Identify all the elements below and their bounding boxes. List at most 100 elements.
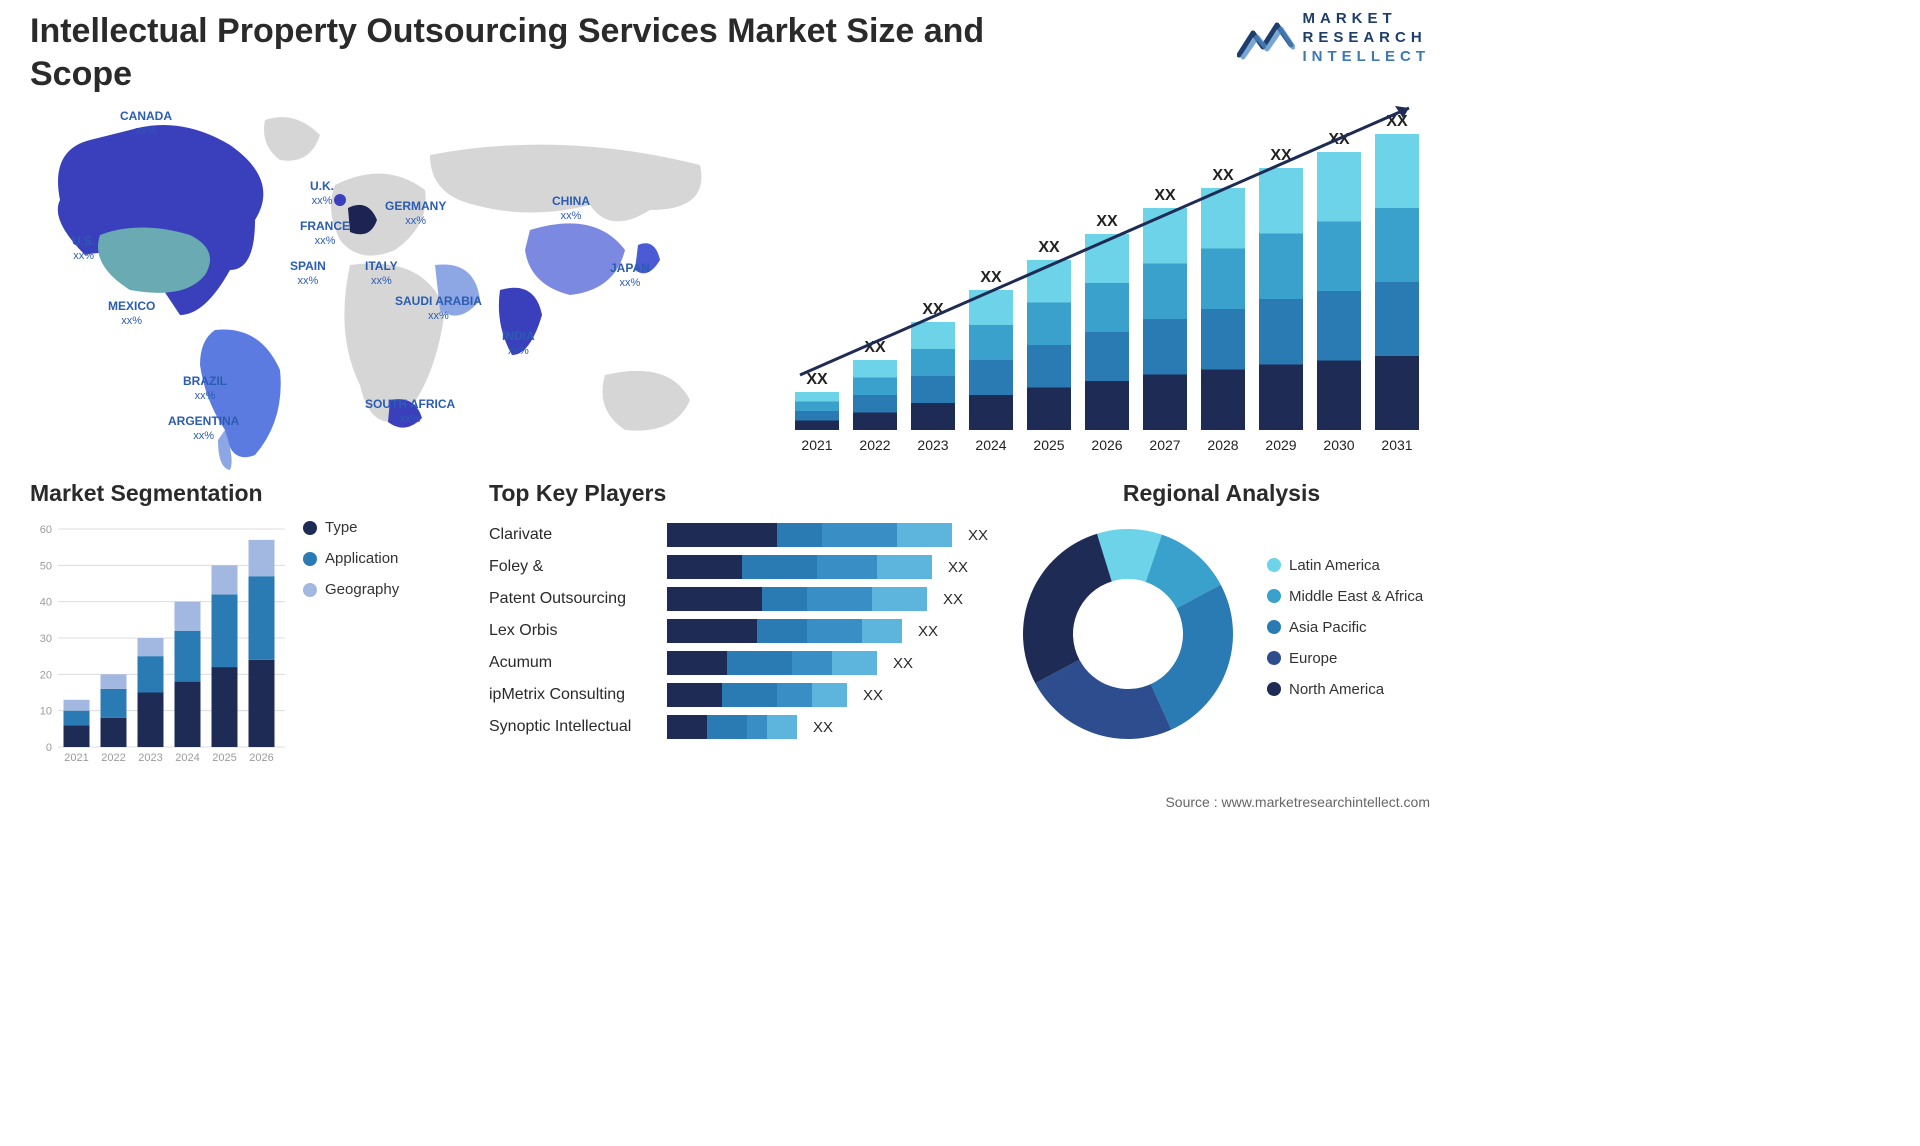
map-label-mexico: MEXICOxx% [108, 300, 155, 328]
header: Intellectual Property Outsourcing Servic… [30, 10, 1430, 95]
player-row: Acumum XX [489, 647, 989, 679]
svg-text:2022: 2022 [859, 437, 890, 453]
svg-text:XX: XX [806, 371, 828, 388]
player-name: Synoptic Intellectual [489, 718, 659, 736]
player-value: XX [918, 623, 938, 640]
player-value: XX [893, 655, 913, 672]
segmentation-panel: Market Segmentation 0 10 20 30 40 50 60 2021 202… [30, 480, 465, 800]
svg-text:XX: XX [1096, 213, 1118, 230]
player-row: Clarivate XX [489, 519, 989, 551]
player-name: Acumum [489, 654, 659, 672]
svg-text:2021: 2021 [64, 752, 88, 764]
map-label-japan: JAPANxx% [610, 262, 650, 290]
player-row: Foley & XX [489, 551, 989, 583]
region-legend-item: Latin America [1267, 557, 1423, 574]
player-name: Lex Orbis [489, 622, 659, 640]
svg-text:60: 60 [40, 524, 52, 536]
svg-text:2025: 2025 [212, 752, 236, 764]
seg-legend-application: Application [303, 550, 399, 567]
map-label-brazil: BRAZILxx% [183, 375, 227, 403]
svg-text:2030: 2030 [1323, 437, 1354, 453]
svg-text:2027: 2027 [1149, 437, 1180, 453]
player-bar [667, 587, 927, 611]
donut-chart [1013, 519, 1243, 749]
region-legend-item: Middle East & Africa [1267, 588, 1423, 605]
svg-text:30: 30 [40, 633, 52, 645]
map-label-india: INDIAxx% [502, 330, 535, 358]
main-bar-chart: XX2021XX2022XX2023XX2024XX2025XX2026XX20… [790, 100, 1430, 470]
player-row: Synoptic IntellectualXX [489, 711, 989, 743]
svg-text:0: 0 [46, 742, 52, 754]
player-value: XX [968, 527, 988, 544]
player-value: XX [948, 559, 968, 576]
players-list: Clarivate XX Foley & XX Patent Outsourcing XX… [489, 519, 989, 743]
player-bar [667, 683, 847, 707]
map-label-canada: CANADAxx% [120, 110, 172, 138]
svg-text:2026: 2026 [1091, 437, 1122, 453]
map-label-u-k-: U.K.xx% [310, 180, 334, 208]
svg-text:20: 20 [40, 669, 52, 681]
map-label-france: FRANCExx% [300, 220, 350, 248]
player-name: Patent Outsourcing [489, 590, 659, 608]
player-row: Patent Outsourcing XX [489, 583, 989, 615]
seg-legend-geography: Geography [303, 581, 399, 598]
player-bar [667, 619, 902, 643]
svg-text:2022: 2022 [101, 752, 125, 764]
regional-panel: Regional Analysis Latin America Middle Ea… [1013, 480, 1430, 800]
seg-legend-type: Type [303, 519, 399, 536]
logo: MARKET RESEARCH INTELLECT [1237, 10, 1431, 66]
svg-text:2025: 2025 [1033, 437, 1064, 453]
world-map: CANADAxx% U.S.xx% MEXICOxx% BRAZILxx% ARGENT… [30, 100, 750, 470]
map-label-u-s-: U.S.xx% [72, 235, 95, 263]
svg-text:2023: 2023 [138, 752, 162, 764]
logo-line3: INTELLECT [1303, 48, 1431, 67]
player-name: ipMetrix Consulting [489, 686, 659, 704]
player-name: Foley & [489, 558, 659, 576]
svg-text:2023: 2023 [917, 437, 948, 453]
player-row: ipMetrix Consulting XX [489, 679, 989, 711]
svg-text:2028: 2028 [1207, 437, 1238, 453]
region-legend-item: Asia Pacific [1267, 619, 1423, 636]
svg-text:2031: 2031 [1381, 437, 1412, 453]
players-title: Top Key Players [489, 480, 989, 507]
logo-line1: MARKET [1303, 10, 1431, 29]
segmentation-title: Market Segmentation [30, 480, 465, 507]
map-label-saudi-arabia: SAUDI ARABIAxx% [395, 295, 482, 323]
source-text: Source : www.marketresearchintellect.com [1165, 794, 1430, 810]
player-bar [667, 651, 877, 675]
player-bar [667, 715, 797, 739]
segmentation-chart: 0 10 20 30 40 50 60 2021 2022 2023 2024 2025 2026 [30, 519, 285, 769]
player-value: XX [943, 591, 963, 608]
map-label-argentina: ARGENTINAxx% [168, 415, 239, 443]
page-title: Intellectual Property Outsourcing Servic… [30, 10, 1010, 95]
svg-text:XX: XX [1154, 187, 1176, 204]
svg-text:2021: 2021 [801, 437, 832, 453]
players-panel: Top Key Players ClarivateXXFoley &XXPate… [489, 480, 989, 800]
player-bar [667, 523, 952, 547]
region-legend-item: North America [1267, 681, 1423, 698]
player-row: Lex Orbis XX [489, 615, 989, 647]
svg-text:2026: 2026 [249, 752, 273, 764]
map-label-germany: GERMANYxx% [385, 200, 446, 228]
svg-text:10: 10 [40, 706, 52, 718]
svg-text:40: 40 [40, 597, 52, 609]
regional-title: Regional Analysis [1013, 480, 1430, 507]
map-label-italy: ITALYxx% [365, 260, 398, 288]
svg-text:2024: 2024 [175, 752, 199, 764]
svg-text:2024: 2024 [975, 437, 1006, 453]
map-label-spain: SPAINxx% [290, 260, 326, 288]
map-label-china: CHINAxx% [552, 195, 590, 223]
svg-text:50: 50 [40, 560, 52, 572]
map-label-south-africa: SOUTH AFRICAxx% [365, 398, 455, 426]
player-name: Clarivate [489, 526, 659, 544]
region-legend-item: Europe [1267, 650, 1423, 667]
logo-line2: RESEARCH [1303, 29, 1431, 48]
svg-text:XX: XX [1212, 167, 1234, 184]
player-bar [667, 555, 932, 579]
svg-text:XX: XX [980, 269, 1002, 286]
svg-text:2029: 2029 [1265, 437, 1296, 453]
player-value: XX [863, 687, 883, 704]
svg-text:XX: XX [1038, 239, 1060, 256]
regional-legend: Latin America Middle East & Africa Asia Pa… [1267, 557, 1423, 712]
logo-icon [1237, 15, 1295, 61]
